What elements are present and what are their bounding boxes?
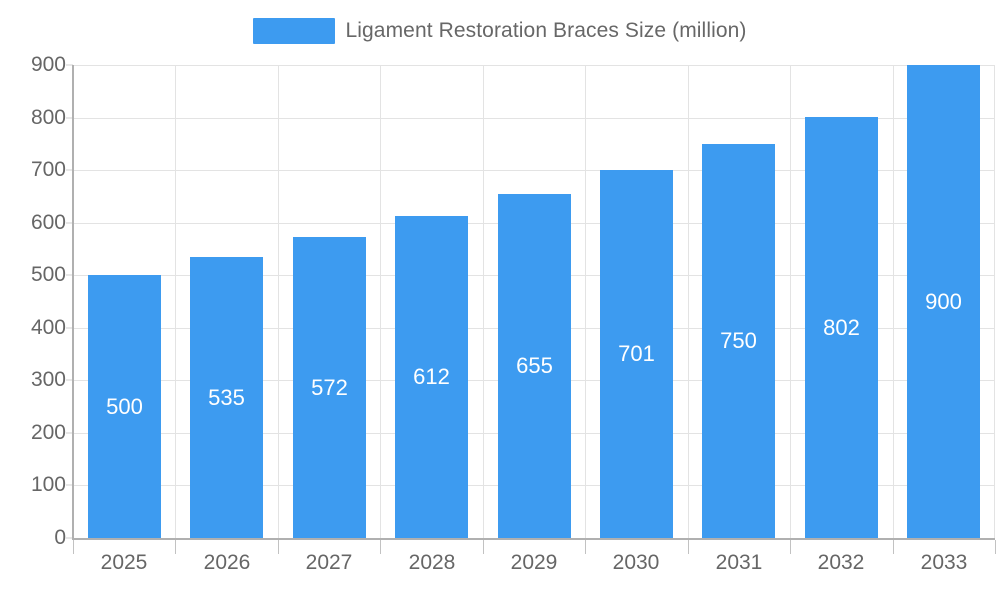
y-gridline <box>73 65 995 66</box>
y-tick-label: 0 <box>54 526 66 549</box>
bar-2027[interactable]: 572 <box>293 237 366 538</box>
x-tick-label-2032: 2032 <box>817 551 865 574</box>
x-tick-mark <box>175 540 176 554</box>
y-tick-label: 100 <box>30 473 66 497</box>
y-tick-mark <box>66 327 73 329</box>
y-axis-line <box>72 65 74 539</box>
bar-value-label: 701 <box>618 341 655 366</box>
x-gridline <box>994 65 995 538</box>
y-tick-mark <box>66 274 73 276</box>
y-tick-mark <box>66 537 73 539</box>
x-gridline <box>483 65 484 538</box>
legend-item-ligament-restoration-braces-size[interactable]: Ligament Restoration Braces Size (millio… <box>253 18 746 44</box>
x-tick-label-2028: 2028 <box>408 551 456 574</box>
bar-value-label: 535 <box>208 384 245 410</box>
x-tick-label-2027: 2027 <box>305 551 353 574</box>
bar-value-label: 500 <box>106 393 143 419</box>
x-tick-label-2030: 2030 <box>612 551 660 574</box>
x-tick-mark <box>278 540 279 554</box>
x-tick-label-2033: 2033 <box>920 551 968 574</box>
y-gridline <box>73 170 995 171</box>
bar-value-label: 655 <box>516 353 553 378</box>
x-gridline <box>688 65 689 538</box>
x-tick-mark <box>790 540 791 554</box>
bar-2031[interactable]: 750 <box>702 144 775 538</box>
x-tick-mark <box>380 540 381 554</box>
y-axis-tick-labels: 900 800 700 600 500 400 300 200 100 0 <box>0 0 73 600</box>
y-tick-mark <box>66 432 73 434</box>
legend-item-label: Ligament Restoration Braces Size (millio… <box>345 19 747 42</box>
y-tick-label: 300 <box>30 368 66 392</box>
y-tick-label: 800 <box>30 105 66 129</box>
legend-swatch-icon <box>253 18 336 44</box>
bar-value-label: 900 <box>925 288 962 314</box>
x-gridline <box>175 65 176 538</box>
bar-value-label: 750 <box>720 328 757 353</box>
bar-2026[interactable]: 535 <box>190 257 263 538</box>
y-tick-mark <box>66 222 73 224</box>
y-tick-label: 900 <box>30 53 66 76</box>
x-tick-mark <box>995 540 996 554</box>
chart-legend: Ligament Restoration Braces Size (millio… <box>0 0 1000 62</box>
x-tick-mark <box>893 540 894 554</box>
x-tick-label-2029: 2029 <box>510 551 558 574</box>
x-tick-label-2031: 2031 <box>715 551 763 574</box>
bar-2032[interactable]: 802 <box>805 117 878 538</box>
x-tick-label-2026: 2026 <box>203 551 251 574</box>
y-gridline <box>73 118 995 119</box>
y-tick-label: 500 <box>30 263 66 287</box>
x-tick-mark <box>73 540 74 554</box>
x-gridline <box>893 65 894 538</box>
bar-value-label: 612 <box>413 364 450 389</box>
x-gridline <box>790 65 791 538</box>
plot-area: 500 535 572 612 655 701 750 802 900 <box>73 65 995 539</box>
bar-2028[interactable]: 612 <box>395 216 468 538</box>
x-gridline <box>380 65 381 538</box>
x-gridline <box>278 65 279 538</box>
x-gridline <box>585 65 586 538</box>
y-tick-label: 200 <box>30 420 66 444</box>
y-tick-label: 400 <box>30 315 66 339</box>
x-axis-line <box>72 538 995 540</box>
y-tick-mark <box>66 64 73 66</box>
bar-value-label: 802 <box>823 314 860 340</box>
y-tick-label: 700 <box>30 158 66 182</box>
bar-2029[interactable]: 655 <box>498 194 571 538</box>
x-tick-label-2025: 2025 <box>100 551 148 574</box>
x-tick-mark <box>483 540 484 554</box>
x-tick-mark <box>585 540 586 554</box>
bar-2033[interactable]: 900 <box>907 65 980 538</box>
bar-2025[interactable]: 500 <box>88 275 161 538</box>
y-tick-mark <box>66 169 73 171</box>
y-tick-mark <box>66 484 73 486</box>
y-tick-mark <box>66 117 73 119</box>
y-tick-mark <box>66 379 73 381</box>
x-tick-mark <box>688 540 689 554</box>
bar-value-label: 572 <box>311 374 348 400</box>
bar-2030[interactable]: 701 <box>600 170 673 538</box>
y-tick-label: 600 <box>30 210 66 234</box>
